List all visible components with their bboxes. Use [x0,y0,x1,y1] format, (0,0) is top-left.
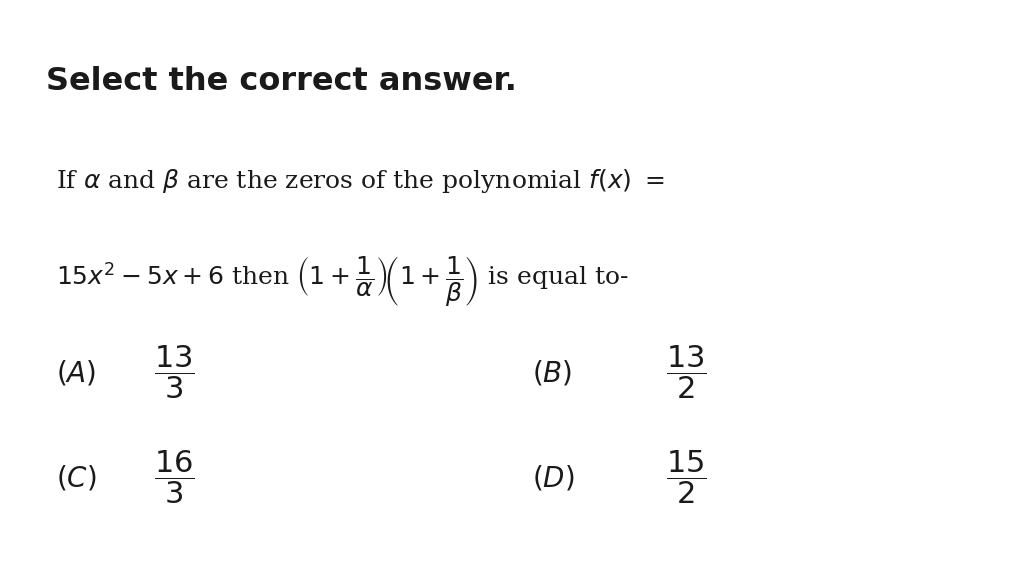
Text: $(C)$: $(C)$ [56,463,97,492]
Text: $\dfrac{15}{2}$: $\dfrac{15}{2}$ [666,449,707,506]
Text: If $\alpha$ and $\beta$ are the zeros of the polynomial $f(x)$ $=$: If $\alpha$ and $\beta$ are the zeros of… [56,166,666,195]
Text: $(A)$: $(A)$ [56,358,96,387]
Text: $\dfrac{16}{3}$: $\dfrac{16}{3}$ [154,449,195,506]
Text: $(D)$: $(D)$ [532,463,575,492]
Text: $(B)$: $(B)$ [532,358,572,387]
Text: $\dfrac{13}{2}$: $\dfrac{13}{2}$ [666,344,707,401]
Text: Select the correct answer.: Select the correct answer. [46,65,517,97]
Text: $\dfrac{13}{3}$: $\dfrac{13}{3}$ [154,344,195,401]
Text: $15x^2 - 5x + 6$ then $\left(1+\dfrac{1}{\alpha}\right)\!\left(1+\dfrac{1}{\beta: $15x^2 - 5x + 6$ then $\left(1+\dfrac{1}… [56,254,629,308]
